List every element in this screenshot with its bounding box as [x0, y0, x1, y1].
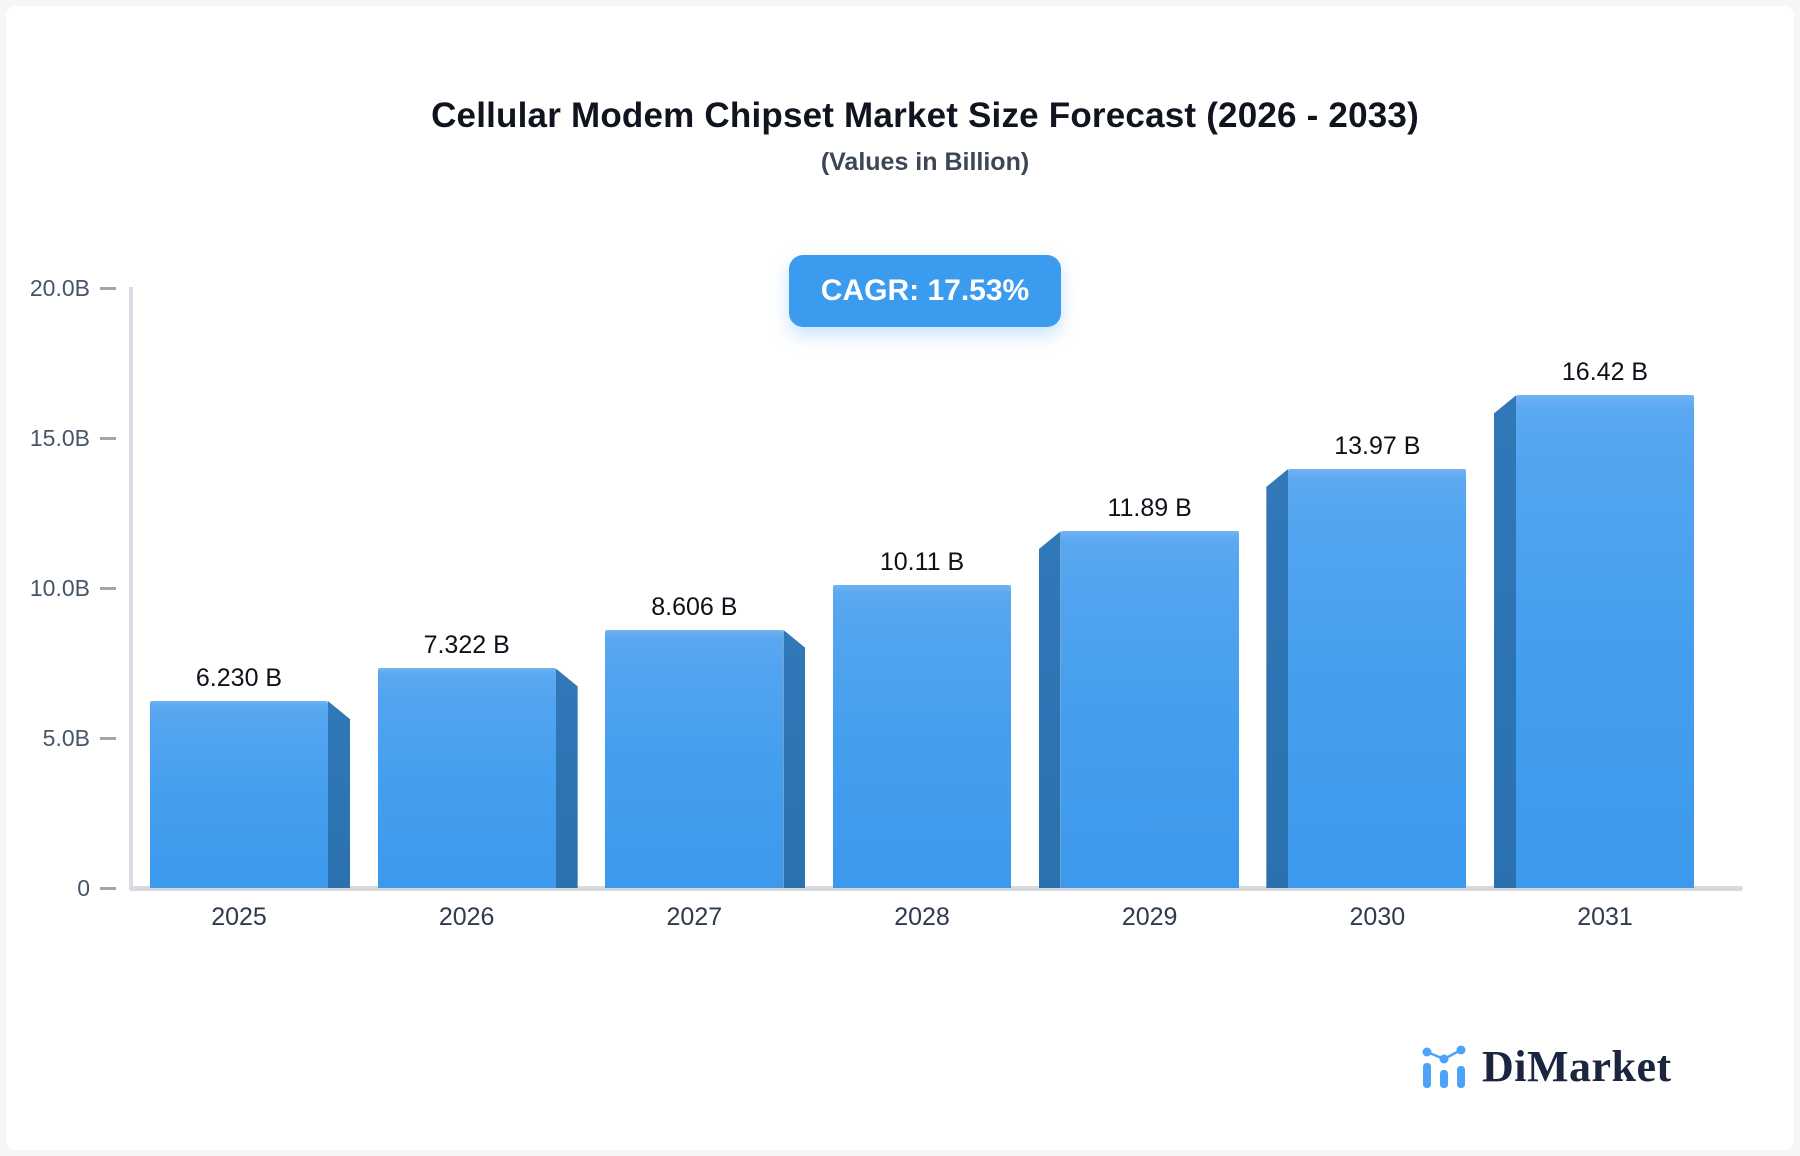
- bar-value-label: 8.606 B: [651, 592, 738, 621]
- bar-2026: [377, 668, 556, 888]
- x-axis-label: 2025: [211, 903, 267, 931]
- bar-side-face: [783, 629, 806, 888]
- bar-value-label: 16.42 B: [1561, 358, 1649, 387]
- bar-2030: [1288, 468, 1467, 888]
- bar-side-face: [1266, 468, 1289, 888]
- y-axis-tick-label: 15.0B: [29, 425, 90, 451]
- y-axis-tick-label: 10.0B: [29, 575, 90, 601]
- chart-subtitle: (Values in Billion): [820, 148, 1030, 176]
- brand-logo: DiMarket: [1420, 1038, 1672, 1094]
- bar-side-face: [1494, 395, 1516, 888]
- bar-value-label: 6.230 B: [195, 664, 283, 693]
- mini-bar-chart-icon: [1422, 1045, 1466, 1088]
- bar-value-label: 11.89 B: [1107, 494, 1192, 523]
- y-axis-tick: [100, 436, 116, 440]
- x-axis-label: 2027: [666, 903, 723, 931]
- x-axis-label: 2031: [1577, 903, 1633, 931]
- bar-value-label: 7.322 B: [423, 631, 510, 660]
- bar-2027: [605, 629, 784, 888]
- x-axis-label: 2029: [1121, 903, 1178, 931]
- bar-side-face: [1038, 531, 1061, 888]
- y-axis-tick-label: 5.0B: [42, 725, 90, 751]
- y-axis-tick-label: 20.0B: [29, 275, 90, 301]
- bar-2029: [1060, 531, 1239, 888]
- brand-name: DiMarket: [1482, 1041, 1672, 1091]
- bar-2025: [150, 701, 328, 888]
- bar-2031: [1516, 395, 1694, 888]
- bar-2028: [833, 584, 1011, 888]
- cagr-badge: CAGR: 17.53%: [789, 255, 1061, 327]
- x-axis-label: 2028: [894, 903, 950, 931]
- x-axis-line: [129, 886, 1743, 891]
- y-axis-tick: [100, 586, 116, 590]
- y-axis-tick: [100, 286, 116, 290]
- bar-value-label: 10.11 B: [879, 547, 965, 576]
- y-axis-tick: [100, 736, 116, 740]
- y-axis-tick-label: 0: [77, 875, 90, 901]
- x-axis-label: 2026: [438, 903, 495, 931]
- bar-side-face: [555, 668, 578, 888]
- y-axis-line: [129, 287, 133, 888]
- chart-title: Cellular Modem Chipset Market Size Forec…: [431, 96, 1419, 135]
- bar-value-label: 13.97 B: [1334, 431, 1421, 460]
- bar-side-face: [328, 701, 350, 888]
- y-axis-tick: [100, 886, 116, 890]
- x-axis-label: 2030: [1349, 903, 1406, 931]
